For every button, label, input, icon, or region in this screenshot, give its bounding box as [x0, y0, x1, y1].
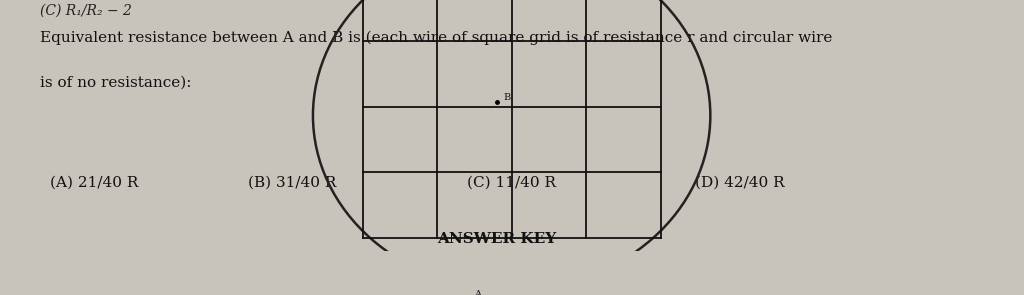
Text: is of no resistance):: is of no resistance):: [40, 75, 191, 89]
Text: (C) 11/40 R: (C) 11/40 R: [467, 176, 556, 190]
Text: (B) 31/40 R: (B) 31/40 R: [249, 176, 337, 190]
Text: (A) 21/40 R: (A) 21/40 R: [50, 176, 138, 190]
Text: (D) 42/40 R: (D) 42/40 R: [695, 176, 785, 190]
Text: Equivalent resistance between A and B is (each wire of square grid is of resista: Equivalent resistance between A and B is…: [40, 30, 833, 45]
Text: A: A: [474, 290, 481, 295]
Text: (C) R₁/R₂ − 2: (C) R₁/R₂ − 2: [40, 4, 132, 18]
Text: ANSWER KEY: ANSWER KEY: [437, 232, 556, 246]
Text: B: B: [504, 93, 511, 101]
